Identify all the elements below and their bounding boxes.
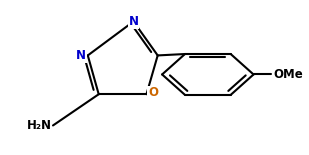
Text: H₂N: H₂N <box>27 119 52 132</box>
Text: N: N <box>129 15 138 28</box>
Text: N: N <box>76 49 86 62</box>
Text: O: O <box>148 86 158 99</box>
Text: OMe: OMe <box>273 68 303 81</box>
